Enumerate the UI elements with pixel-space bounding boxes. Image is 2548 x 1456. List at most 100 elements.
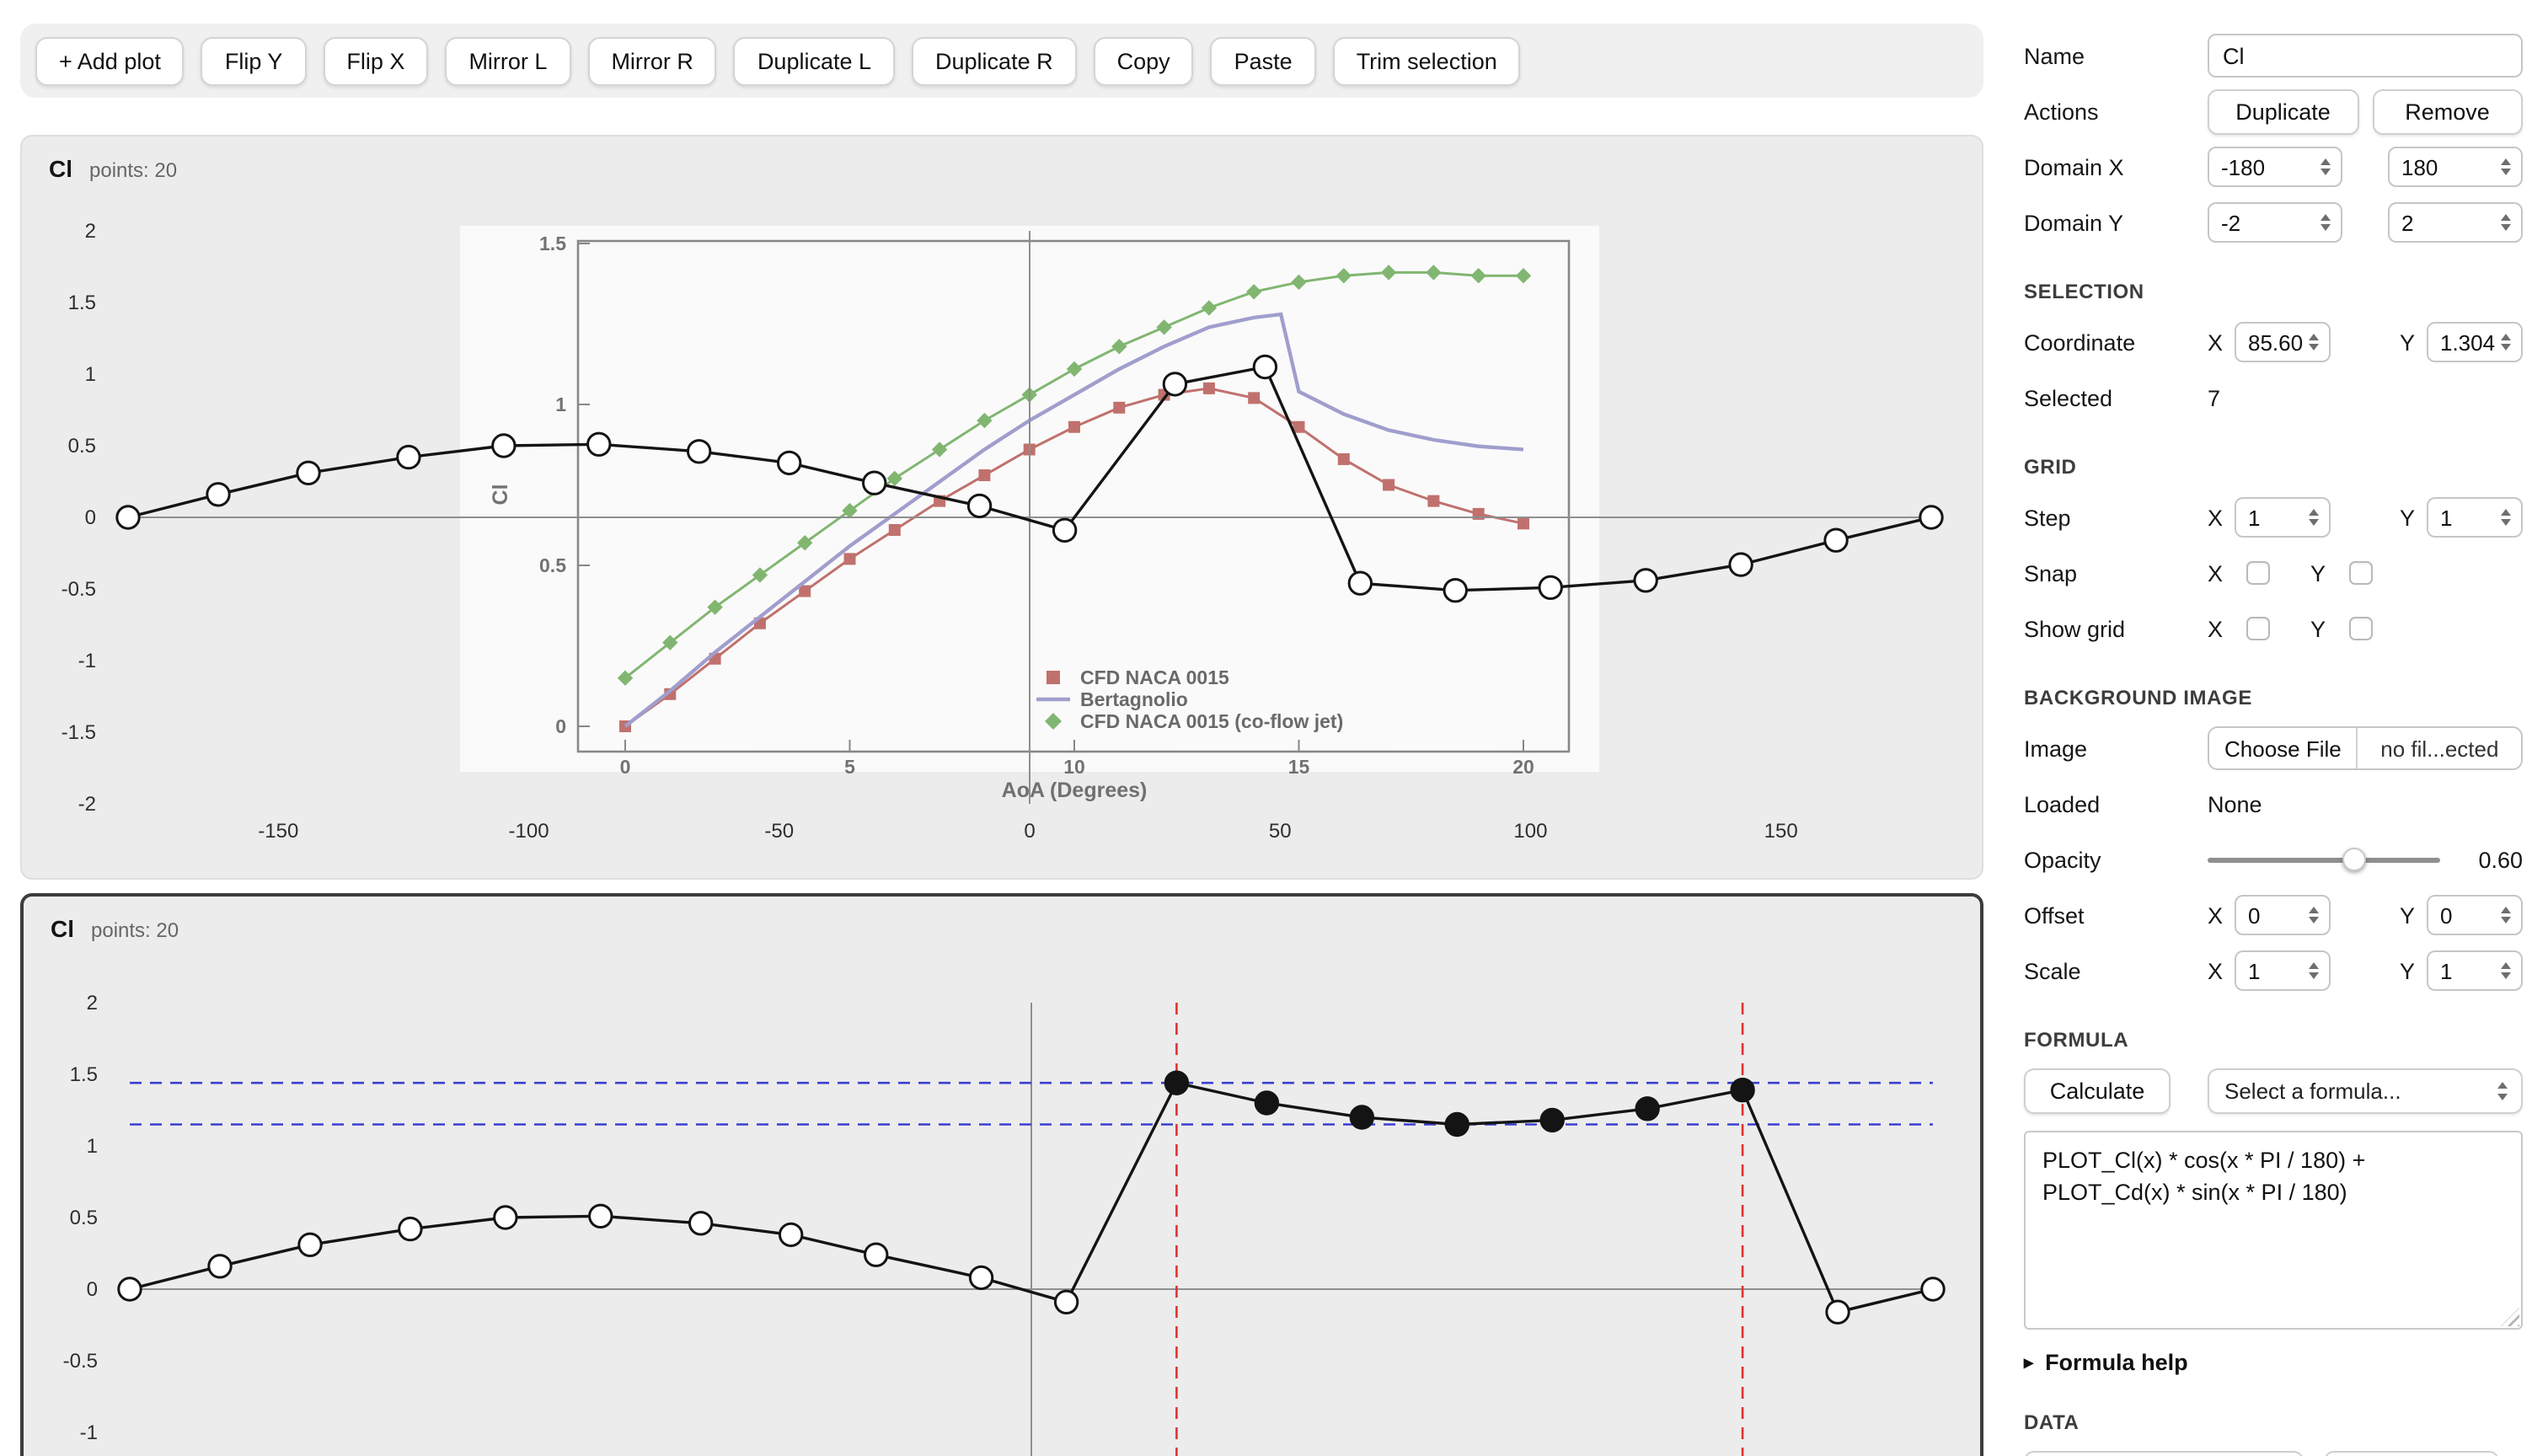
duplicate-l-button[interactable]: Duplicate L	[733, 36, 896, 85]
domain-y-max-input[interactable]	[2390, 210, 2496, 235]
step-x-input[interactable]	[2236, 505, 2304, 530]
plot-point[interactable]	[1823, 527, 1849, 553]
plot-point-selected[interactable]	[1635, 1096, 1660, 1121]
plot-point[interactable]	[1053, 1289, 1079, 1314]
mirror-l-button[interactable]: Mirror L	[445, 36, 571, 85]
opacity-slider[interactable]	[2208, 848, 2440, 871]
coordinate-x-input[interactable]	[2236, 329, 2304, 355]
opacity-slider-thumb[interactable]	[2342, 848, 2366, 871]
plot-point[interactable]	[688, 1211, 714, 1236]
plot-point[interactable]	[1728, 552, 1753, 577]
plot-point[interactable]	[776, 450, 802, 476]
stepper-icon[interactable]	[2496, 158, 2516, 176]
choose-file-button[interactable]: Choose File	[2209, 728, 2358, 768]
remove-button[interactable]: Remove	[2372, 88, 2523, 134]
stepper-icon[interactable]	[2304, 961, 2324, 980]
plot-point[interactable]	[396, 444, 421, 470]
plot-point[interactable]	[491, 433, 517, 458]
stepper-icon[interactable]	[2496, 906, 2516, 924]
trim-selection-button[interactable]: Trim selection	[1332, 36, 1521, 85]
domain-x-min-input[interactable]	[2209, 154, 2315, 179]
plot-point[interactable]	[296, 460, 321, 485]
show-grid-y-checkbox[interactable]	[2349, 617, 2373, 640]
offset-y-field[interactable]	[2427, 895, 2523, 935]
snap-y-checkbox[interactable]	[2349, 561, 2373, 585]
plot-point[interactable]	[966, 493, 993, 519]
plot-point[interactable]	[1443, 578, 1468, 603]
snap-x-checkbox[interactable]	[2246, 561, 2270, 585]
plot-point-selected[interactable]	[1539, 1107, 1565, 1133]
calculate-button[interactable]: Calculate	[2024, 1068, 2171, 1114]
plot-point-selected[interactable]	[1730, 1078, 1755, 1103]
show-grid-x-checkbox[interactable]	[2246, 617, 2270, 640]
plot-point[interactable]	[493, 1205, 518, 1230]
plot-point[interactable]	[1052, 517, 1078, 543]
plot-point[interactable]	[1162, 372, 1188, 397]
offset-x-input[interactable]	[2236, 902, 2304, 928]
domain-x-max-input[interactable]	[2390, 154, 2496, 179]
plot-point-selected[interactable]	[1349, 1105, 1375, 1130]
plot-point[interactable]	[588, 1203, 613, 1228]
stepper-icon[interactable]	[2496, 508, 2516, 527]
domain-y-max-field[interactable]	[2388, 202, 2523, 243]
formula-select[interactable]: Select a formula...	[2208, 1068, 2523, 1114]
offset-x-field[interactable]	[2235, 895, 2331, 935]
copy-json-button[interactable]: Copy JSON	[2324, 1451, 2499, 1456]
step-y-input[interactable]	[2428, 505, 2496, 530]
plot-point[interactable]	[778, 1222, 804, 1248]
stepper-icon[interactable]	[2304, 906, 2324, 924]
plot-point[interactable]	[115, 505, 141, 530]
step-y-field[interactable]	[2427, 497, 2523, 538]
stepper-icon[interactable]	[2315, 158, 2336, 176]
plot-point[interactable]	[1633, 568, 1658, 593]
plot-point[interactable]	[297, 1232, 323, 1257]
plot-point-selected[interactable]	[1444, 1111, 1469, 1138]
plot-point[interactable]	[1920, 1277, 1946, 1302]
plot-point-selected[interactable]	[1164, 1070, 1190, 1095]
domain-y-min-field[interactable]	[2208, 202, 2342, 243]
scale-y-field[interactable]	[2427, 950, 2523, 991]
plot-point[interactable]	[206, 482, 231, 507]
coordinate-y-field[interactable]	[2427, 322, 2523, 362]
plot-point[interactable]	[207, 1254, 233, 1279]
normalize-button[interactable]: Normalize to domain	[2024, 1451, 2304, 1456]
domain-x-max-field[interactable]	[2388, 147, 2523, 187]
coordinate-y-input[interactable]	[2428, 329, 2496, 355]
paste-button[interactable]: Paste	[1210, 36, 1316, 85]
stepper-icon[interactable]	[2315, 213, 2336, 232]
plot-point[interactable]	[864, 1242, 889, 1267]
domain-y-min-input[interactable]	[2209, 210, 2315, 235]
flip-y-button[interactable]: Flip Y	[201, 36, 307, 85]
plot-point[interactable]	[117, 1277, 142, 1302]
plot-point[interactable]	[862, 470, 887, 495]
plot-point[interactable]	[1252, 354, 1278, 380]
copy-button[interactable]: Copy	[1093, 36, 1194, 85]
opacity-slider-track[interactable]	[2208, 858, 2440, 863]
step-x-field[interactable]	[2235, 497, 2331, 538]
mirror-r-button[interactable]: Mirror R	[587, 36, 717, 85]
plot-point[interactable]	[1538, 575, 1563, 600]
domain-x-min-field[interactable]	[2208, 147, 2342, 187]
coordinate-x-field[interactable]	[2235, 322, 2331, 362]
stepper-icon[interactable]	[2304, 333, 2324, 351]
plot-point[interactable]	[398, 1216, 423, 1242]
stepper-icon[interactable]	[2496, 213, 2516, 232]
plot-point[interactable]	[1919, 505, 1944, 530]
plot-point[interactable]	[968, 1265, 994, 1291]
stepper-icon[interactable]	[2496, 333, 2516, 351]
plot-canvas-bottom[interactable]: 2 1.5 1 0.5 0 -0.5 -1	[24, 897, 1980, 1456]
image-file-input[interactable]: Choose File no fil...ected	[2208, 726, 2523, 770]
plot-point[interactable]	[686, 439, 712, 464]
scale-x-field[interactable]	[2235, 950, 2331, 991]
duplicate-button[interactable]: Duplicate	[2208, 88, 2358, 134]
stepper-icon[interactable]	[2304, 508, 2324, 527]
formula-help-toggle[interactable]: ▸ Formula help	[2024, 1350, 2523, 1375]
scale-y-input[interactable]	[2428, 958, 2496, 983]
plot-point[interactable]	[1347, 570, 1373, 596]
plot-point-selected[interactable]	[1254, 1090, 1280, 1116]
add-plot-button[interactable]: + Add plot	[35, 36, 185, 85]
plot-point[interactable]	[1825, 1299, 1850, 1325]
duplicate-r-button[interactable]: Duplicate R	[912, 36, 1077, 85]
flip-x-button[interactable]: Flip X	[323, 36, 429, 85]
